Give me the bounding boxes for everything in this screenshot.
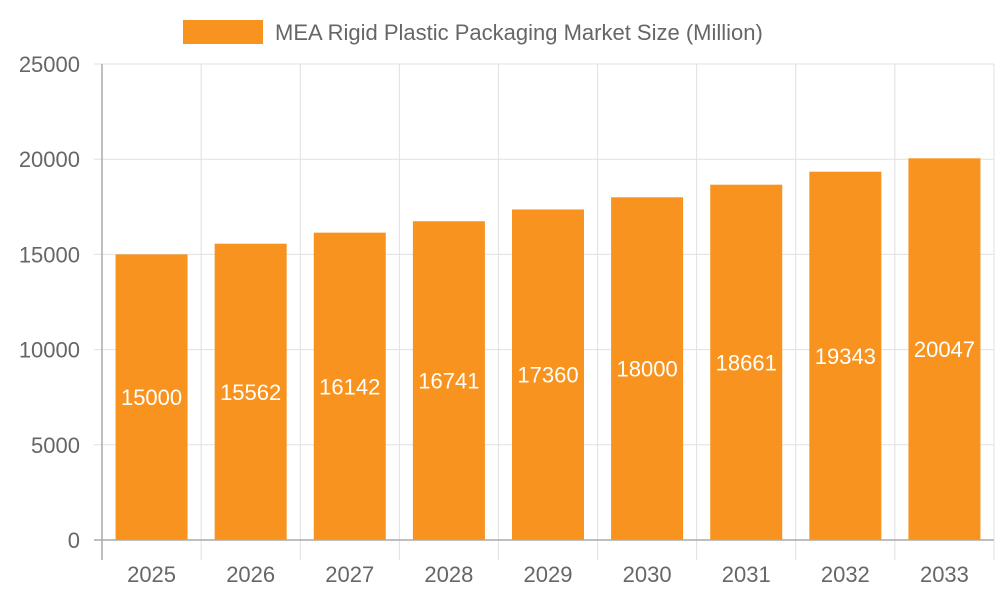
y-tick-label: 0 [68, 528, 80, 553]
y-tick-label: 15000 [19, 242, 80, 267]
y-tick-label: 10000 [19, 338, 80, 363]
x-tick-label: 2032 [821, 562, 870, 587]
x-tick-label: 2025 [127, 562, 176, 587]
data-label: 19343 [815, 344, 876, 369]
y-tick-label: 20000 [19, 147, 80, 172]
data-label: 16741 [418, 369, 479, 394]
axes: 0 5000 10000 15000 20000 25000 2025 2026 2027 202… [19, 52, 994, 587]
legend-swatch [183, 20, 263, 44]
x-tick-label: 2030 [623, 562, 672, 587]
bar-2032[interactable] [809, 171, 882, 540]
bar-2029[interactable] [512, 209, 584, 540]
x-tick-label: 2026 [226, 562, 275, 587]
bar-2033[interactable] [908, 158, 981, 540]
bars: 15000 15562 16142 16741 17360 18000 18661 19343… [115, 158, 981, 541]
x-tick-label: 2028 [424, 562, 473, 587]
data-label: 17360 [517, 363, 578, 388]
data-label: 18661 [716, 350, 777, 375]
x-tick-label: 2031 [722, 562, 771, 587]
data-label: 15562 [220, 380, 281, 405]
bar-2031[interactable] [710, 184, 783, 540]
bar-2025[interactable] [115, 254, 188, 540]
x-tick-label: 2033 [920, 562, 969, 587]
data-label: 18000 [617, 357, 678, 382]
gridlines [94, 63, 995, 560]
data-label: 20047 [914, 337, 975, 362]
bar-2026[interactable] [214, 243, 287, 540]
data-label: 15000 [121, 385, 182, 410]
bar-2028[interactable] [412, 221, 485, 541]
legend-label: MEA Rigid Plastic Packaging Market Size … [275, 20, 763, 45]
x-tick-label: 2027 [325, 562, 374, 587]
data-label: 16142 [319, 374, 380, 399]
bar-2030[interactable] [611, 197, 684, 540]
y-tick-label: 25000 [19, 52, 80, 77]
x-tick-label: 2029 [524, 562, 573, 587]
bar-2027[interactable] [313, 232, 386, 541]
y-tick-label: 5000 [31, 433, 80, 458]
legend[interactable]: MEA Rigid Plastic Packaging Market Size … [183, 20, 763, 45]
